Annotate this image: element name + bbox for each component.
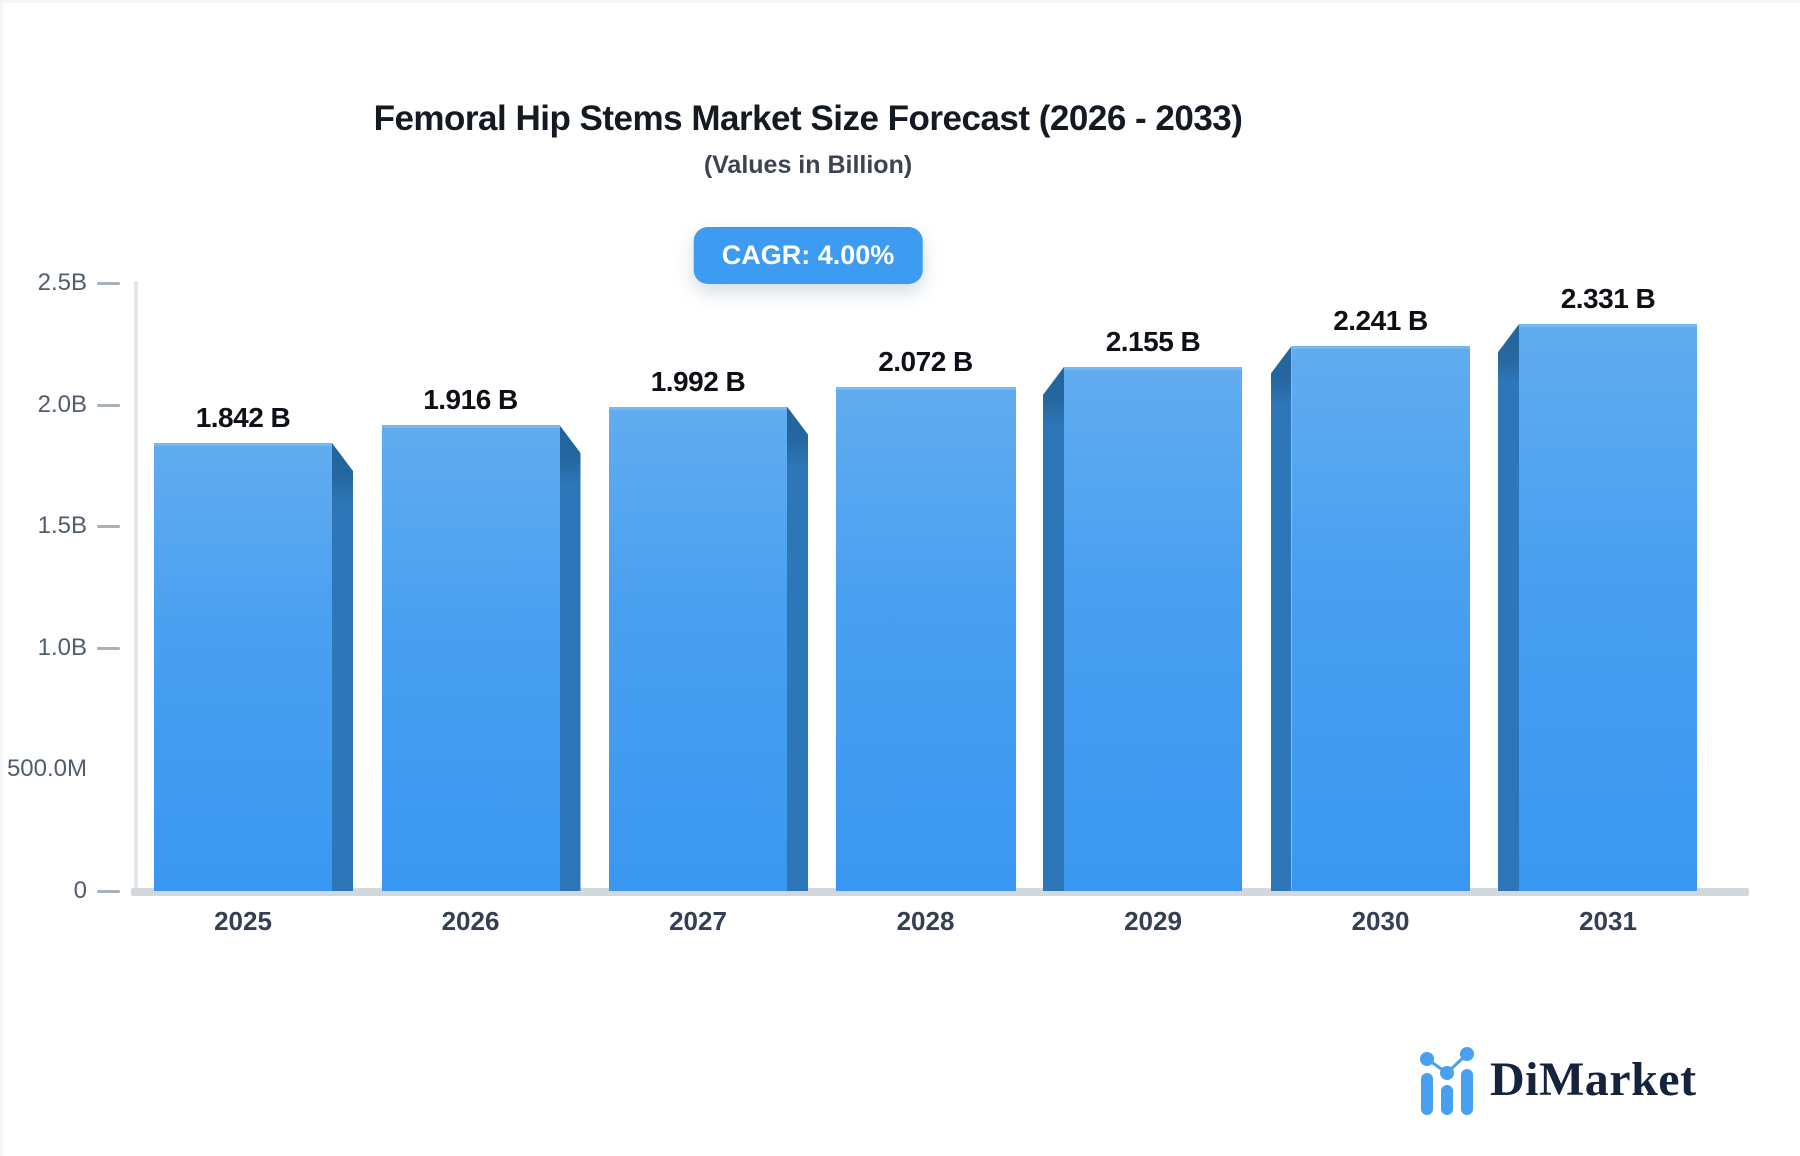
chart-subtitle: (Values in Billion)	[703, 151, 913, 179]
chart-title: Femoral Hip Stems Market Size Forecast (…	[373, 99, 1243, 138]
bar-value-label-2028: 2.072 B	[878, 346, 973, 378]
bar-value-label-2031: 2.331 B	[1560, 283, 1656, 315]
x-tick-label-2031: 2031	[1579, 906, 1637, 936]
y-tick-mark	[97, 646, 120, 650]
bar-2025-side-face	[332, 443, 353, 891]
bar-2026[interactable]	[381, 425, 560, 891]
dimarket-bars-icon	[1420, 1047, 1474, 1115]
y-tick-label-1.0B: 1.0B	[37, 633, 87, 661]
bar-2028[interactable]	[835, 387, 1016, 891]
y-tick-mark	[97, 403, 120, 407]
y-tick-mark	[97, 890, 120, 893]
bar-2027[interactable]	[609, 406, 787, 891]
brand-logo-text: DiMarket	[1490, 1052, 1697, 1106]
x-tick-label-2026: 2026	[441, 906, 500, 936]
bar-2029-side-face	[1043, 366, 1064, 891]
cagr-badge: CAGR: 4.00%	[693, 227, 923, 284]
bar-2027-side-face	[787, 406, 808, 891]
bar-2030[interactable]	[1291, 345, 1470, 891]
x-tick-label-2030: 2030	[1351, 906, 1410, 936]
y-tick-label-2.5B: 2.5B	[37, 269, 87, 296]
bar-2031-side-face	[1498, 324, 1519, 891]
bar-2026-side-face	[559, 425, 581, 891]
x-tick-label-2029: 2029	[1124, 906, 1182, 936]
y-tick-mark	[97, 282, 120, 285]
bar-value-label-2025: 1.842 B	[195, 402, 291, 434]
y-tick-mark	[97, 525, 120, 529]
y-tick-label-1.5B: 1.5B	[37, 512, 87, 540]
bar-value-label-2030: 2.241 B	[1333, 304, 1428, 336]
x-axis-baseline	[131, 888, 1749, 896]
bar-value-label-2026: 1.916 B	[423, 384, 518, 416]
x-tick-label-2027: 2027	[669, 906, 727, 936]
x-tick-label-2028: 2028	[896, 906, 955, 936]
y-tick-label-500.0M: 500.0M	[6, 755, 87, 783]
bar-2031[interactable]	[1519, 324, 1697, 891]
bar-value-label-2029: 2.155 B	[1105, 325, 1201, 357]
x-tick-label-2025: 2025	[214, 906, 272, 936]
bar-2030-side-face	[1270, 345, 1292, 891]
y-axis-line	[134, 281, 138, 891]
bar-2029[interactable]	[1064, 366, 1242, 891]
y-tick-label-0: 0	[73, 877, 87, 904]
brand-logo: DiMarket	[1418, 1041, 1697, 1117]
y-tick-label-2.0B: 2.0B	[37, 390, 87, 418]
bar-2025[interactable]	[154, 443, 332, 891]
bar-value-label-2027: 1.992 B	[650, 365, 746, 397]
